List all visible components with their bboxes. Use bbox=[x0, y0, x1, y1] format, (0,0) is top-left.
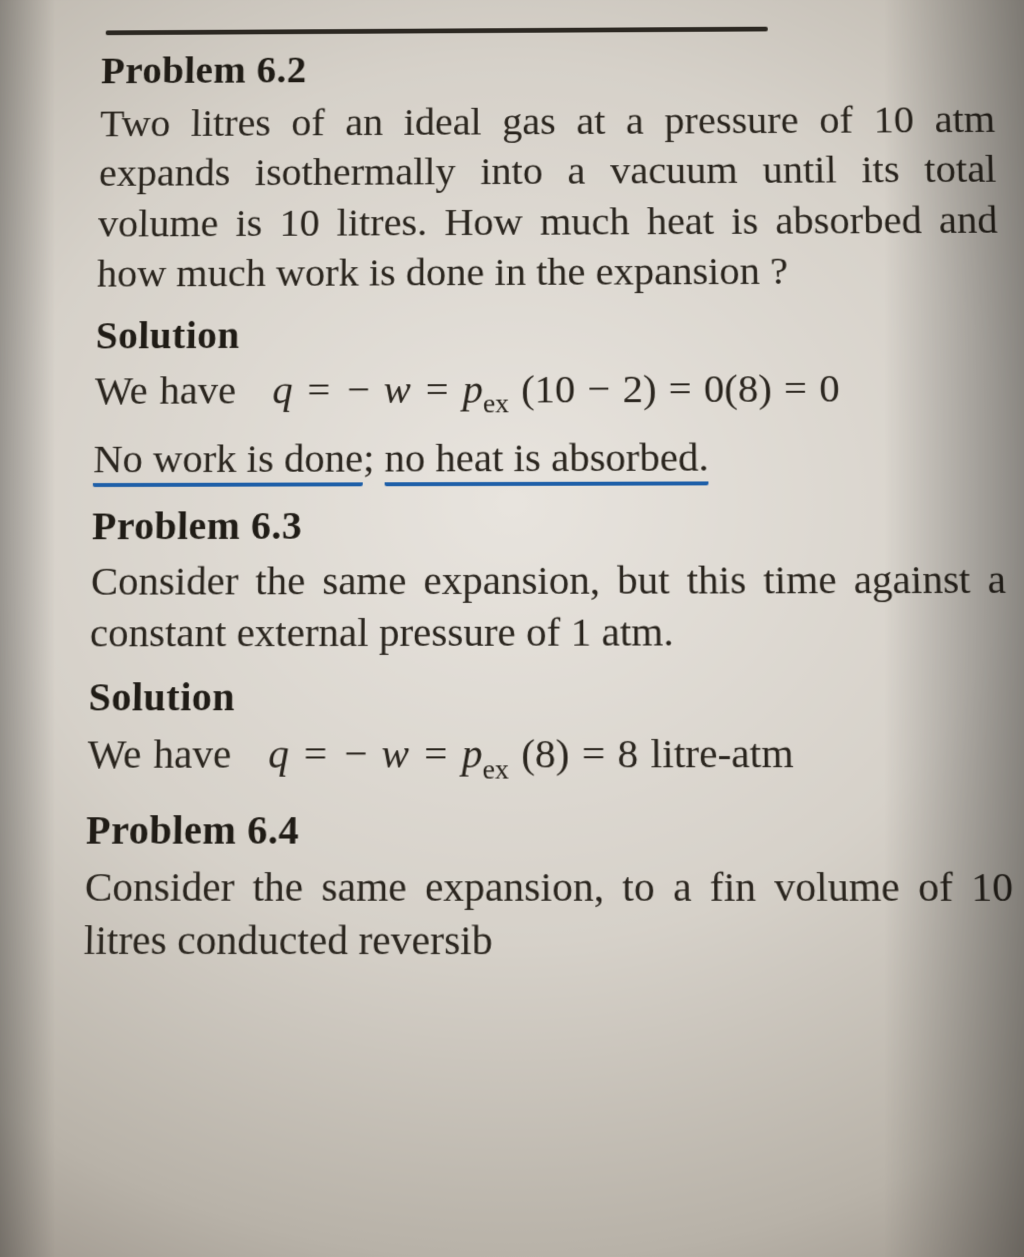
problem-heading: Problem 6.4 bbox=[86, 805, 1013, 853]
problem-6-3: Problem 6.3 Consider the same expansion,… bbox=[87, 500, 1011, 787]
equation-prefix: We have bbox=[94, 367, 236, 412]
solution-heading: Solution bbox=[88, 672, 1009, 720]
equation-lhs: q = − w = bbox=[268, 730, 462, 777]
textbook-page: Problem 6.2 Two litres of an ideal gas a… bbox=[0, 16, 1024, 1257]
solution-equation: We have q = − w = pex (10 − 2) = 0(8) = … bbox=[94, 361, 1002, 423]
equation-psub: ex bbox=[482, 754, 509, 785]
solution-heading: Solution bbox=[95, 309, 1000, 358]
problem-body: Consider the same expansion, to a fin vo… bbox=[83, 859, 1015, 967]
equation-lhs: q = − w = bbox=[272, 366, 462, 411]
equation-prefix: We have bbox=[87, 730, 232, 776]
equation-rest: (10 − 2) = 0(8) = 0 bbox=[509, 365, 840, 411]
result-b: no heat is absorbed. bbox=[384, 434, 709, 486]
problem-heading: Problem 6.2 bbox=[101, 43, 995, 92]
problem-6-2: Problem 6.2 Two litres of an ideal gas a… bbox=[93, 43, 1004, 485]
problem-body: Two litres of an ideal gas at a pressure… bbox=[97, 94, 1000, 299]
equation-psub: ex bbox=[483, 389, 509, 419]
solution-result: No work is done; no heat is absorbed. bbox=[93, 430, 1004, 485]
top-rule bbox=[106, 27, 768, 35]
equation-pvar: p bbox=[462, 730, 483, 776]
equation-pvar: p bbox=[463, 366, 483, 411]
equation-rest: (8) = 8 litre-atm bbox=[509, 730, 794, 777]
problem-heading: Problem 6.3 bbox=[92, 500, 1006, 549]
problem-body: Consider the same expansion, but this ti… bbox=[89, 553, 1007, 659]
result-a: No work is done bbox=[93, 435, 363, 487]
result-sep: ; bbox=[363, 435, 385, 480]
solution-equation: We have q = − w = pex (8) = 8 litre-atm bbox=[87, 725, 1011, 787]
problem-6-4: Problem 6.4 Consider the same expansion,… bbox=[83, 805, 1015, 967]
